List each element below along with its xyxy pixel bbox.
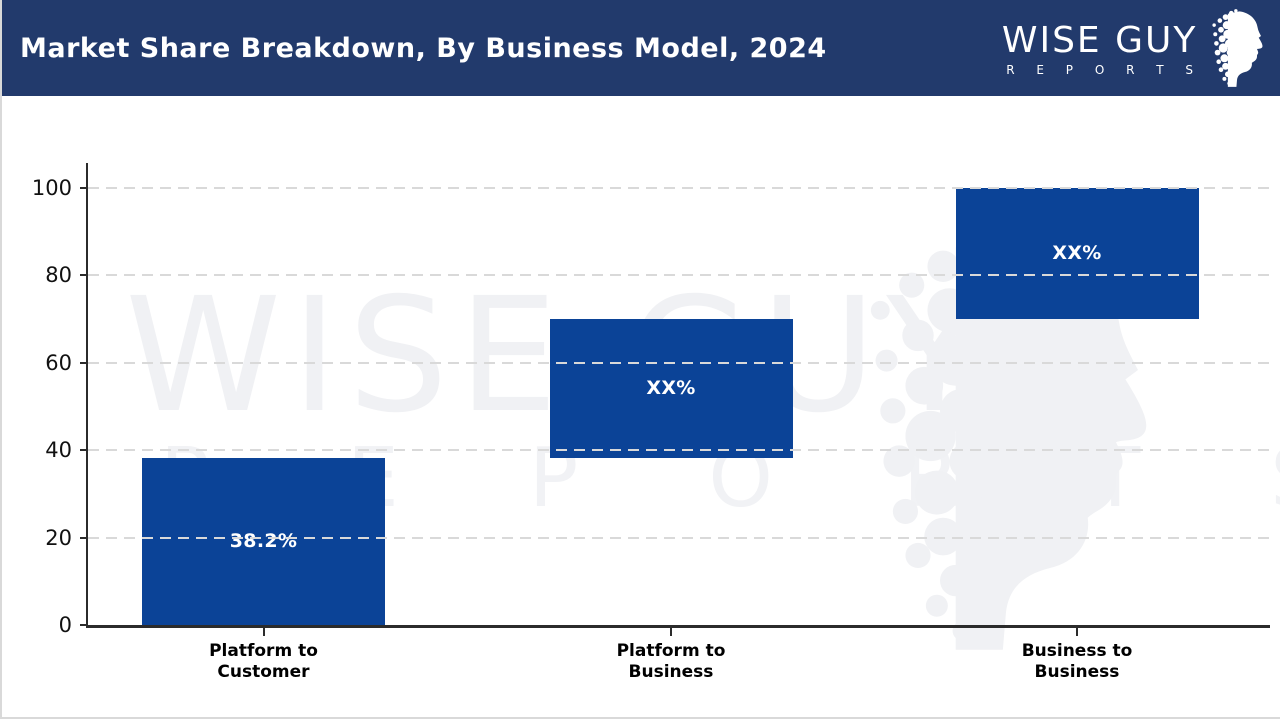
bar-value-label: XX% bbox=[1052, 242, 1102, 265]
gridline-80 bbox=[88, 274, 1270, 276]
xtick-mark-0 bbox=[262, 628, 265, 636]
ytick-label-0: 0 bbox=[58, 613, 72, 637]
ytick-label-40: 40 bbox=[45, 438, 72, 462]
report-header: Market Share Breakdown, By Business Mode… bbox=[0, 0, 1280, 96]
gridline-20 bbox=[88, 536, 1270, 539]
page-title: Market Share Breakdown, By Business Mode… bbox=[20, 32, 827, 64]
logo-subtext: R E P O R T S bbox=[1006, 63, 1202, 77]
ytick-label-60: 60 bbox=[45, 350, 72, 375]
ytick-mark-40 bbox=[80, 449, 88, 451]
head-profile-dots-icon bbox=[1212, 9, 1263, 87]
bar-segment: XX% bbox=[955, 187, 1199, 319]
ytick-label-100: 100 bbox=[31, 175, 72, 200]
category-label: Platform to Business bbox=[616, 641, 726, 682]
ytick-mark-0 bbox=[80, 624, 88, 626]
ytick-mark-60 bbox=[80, 361, 88, 364]
category-label: Business to Business bbox=[1021, 641, 1133, 682]
y-axis-line bbox=[86, 163, 88, 628]
bar-segment: 38.2% bbox=[142, 457, 385, 625]
logo-wordmark: WISE GUY bbox=[1001, 20, 1198, 61]
xtick-mark-1 bbox=[670, 628, 672, 636]
ytick-label-80: 80 bbox=[45, 263, 72, 287]
bar-value-label: XX% bbox=[646, 377, 696, 400]
gridline-100 bbox=[88, 186, 1270, 189]
ytick-mark-100 bbox=[80, 186, 88, 189]
gridline-60 bbox=[88, 361, 1270, 364]
category-label: Platform to Customer bbox=[209, 641, 318, 682]
ytick-mark-80 bbox=[80, 274, 88, 276]
wise-guy-reports-logo: WISE GUY R E P O R T S bbox=[997, 6, 1266, 90]
gridline-40 bbox=[88, 449, 1270, 451]
x-axis-line bbox=[86, 625, 1270, 628]
xtick-mark-2 bbox=[1076, 628, 1078, 636]
ytick-mark-20 bbox=[80, 536, 88, 539]
bar-value-label: 38.2% bbox=[229, 530, 298, 553]
ytick-label-20: 20 bbox=[45, 525, 72, 550]
bar-segment: XX% bbox=[549, 318, 793, 458]
